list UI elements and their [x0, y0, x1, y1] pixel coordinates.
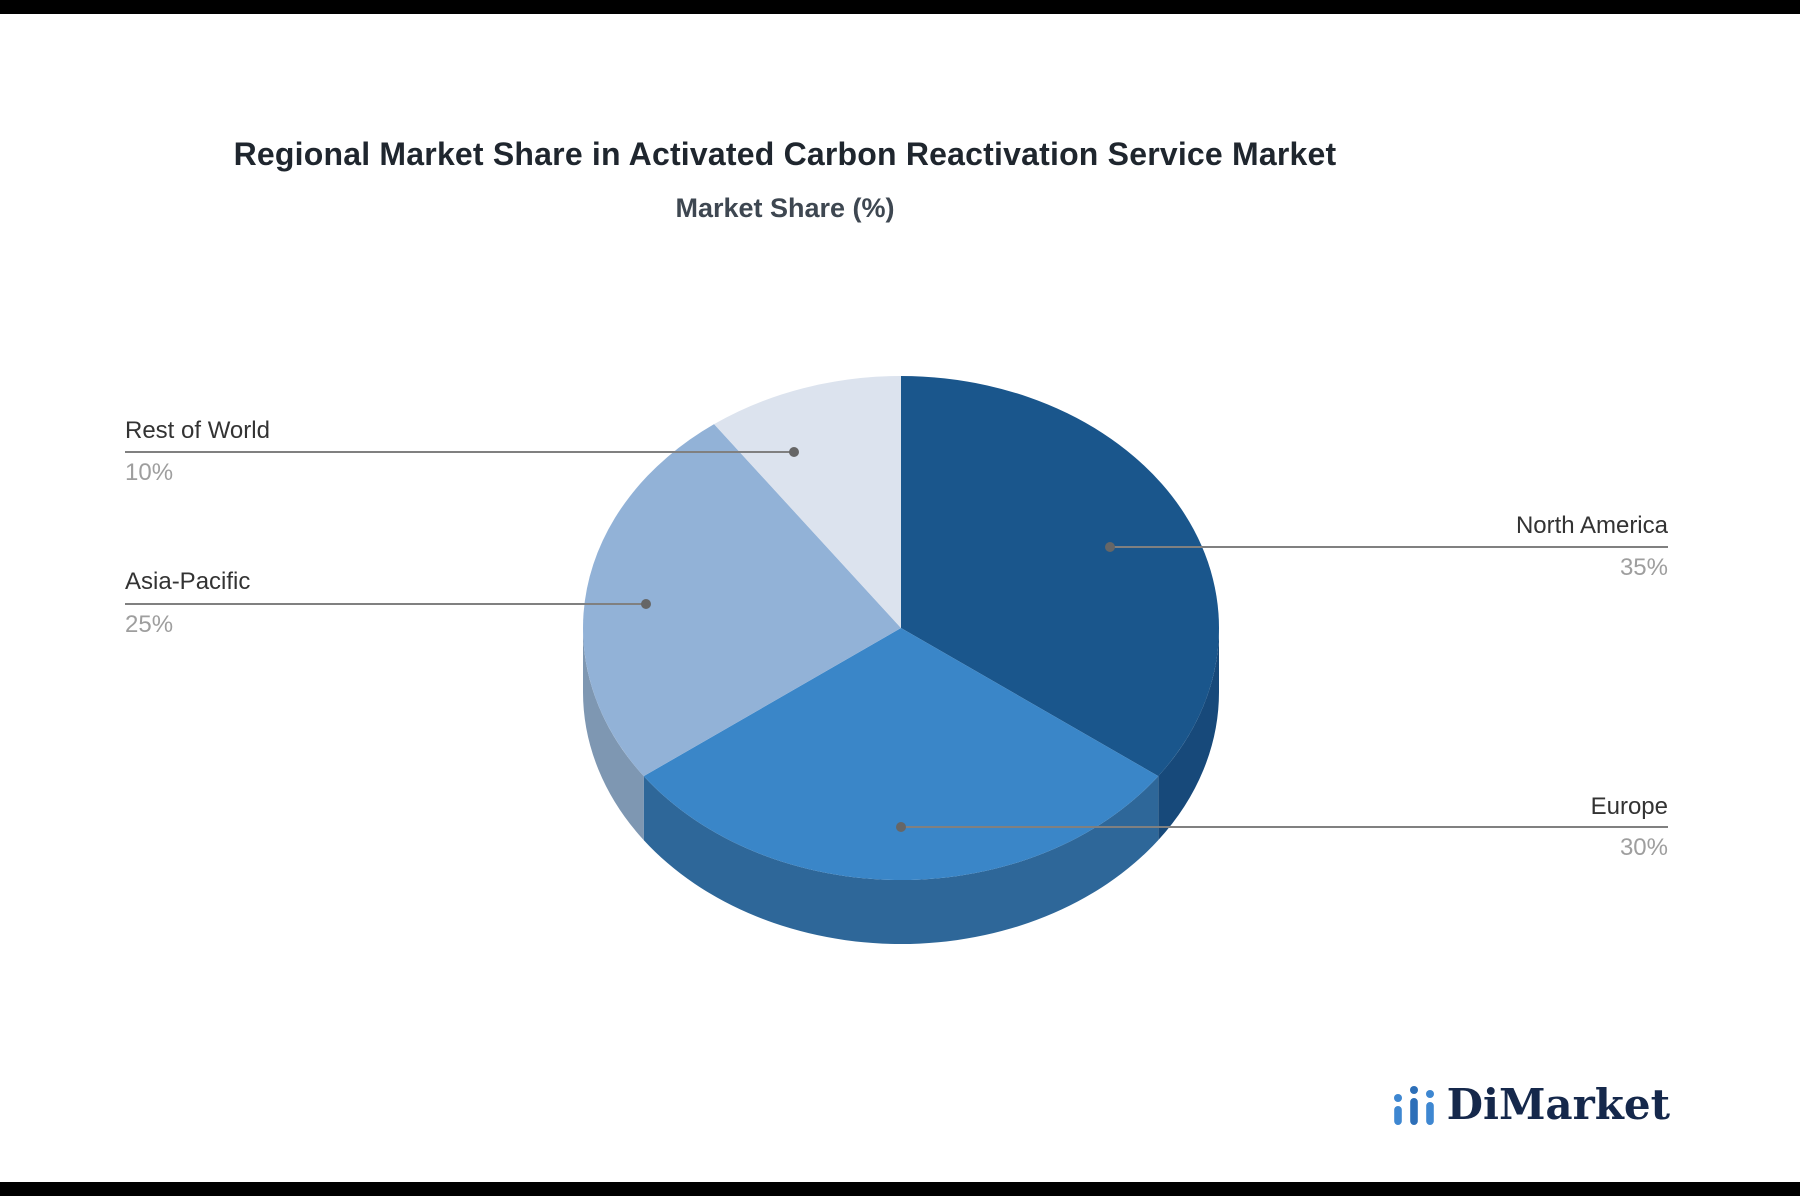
pie-slice-europe[interactable] [643, 628, 1159, 881]
pie-slice-rest-of-world[interactable] [714, 376, 901, 628]
slice-label-europe: Europe [1590, 793, 1668, 820]
leader-dot-europe [896, 822, 906, 832]
slice-pct-europe: 30% [1619, 834, 1668, 861]
slice-label-north-america: North America [1515, 512, 1668, 539]
pie-slice-side-asia-pacific [583, 628, 644, 841]
chart-title: Regional Market Share in Activated Carbo… [233, 136, 1337, 172]
brand-logo: DiMarket [1391, 1082, 1670, 1128]
chart-subtitle: Market Share (%) [675, 193, 895, 223]
leader-dot-asia-pacific [641, 599, 651, 609]
slice-label-asia-pacific: Asia-Pacific [125, 568, 251, 595]
slice-pct-asia-pacific: 25% [125, 611, 174, 638]
brand-logo-text: DiMarket [1446, 1080, 1670, 1129]
letterbox-bottom-bar [0, 1182, 1800, 1196]
slice-label-rest-of-world: Rest of World [125, 417, 270, 444]
slice-pct-north-america: 35% [1619, 554, 1668, 581]
pie-slice-asia-pacific[interactable] [582, 424, 901, 777]
pie-slice-north-america[interactable] [901, 376, 1220, 777]
leader-dot-north-america [1105, 542, 1115, 552]
pie-slice-side-europe [643, 776, 1159, 945]
pie-slice-side-north-america [1158, 628, 1219, 841]
slice-pct-rest-of-world: 10% [125, 459, 174, 486]
leader-dot-rest-of-world [789, 447, 799, 457]
letterbox-top-bar [0, 0, 1800, 14]
bar-chart-icon [1393, 1086, 1434, 1125]
